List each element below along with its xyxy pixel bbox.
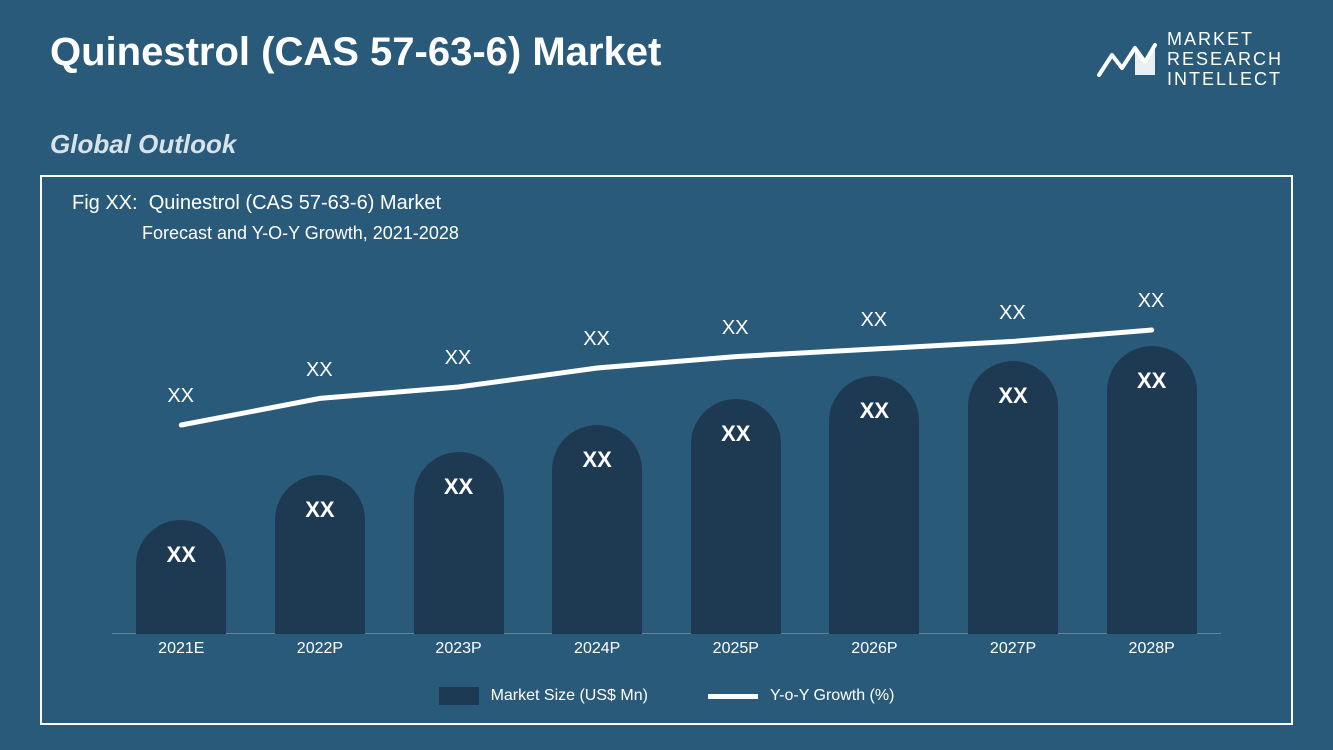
x-axis-label: 2028P	[1107, 628, 1197, 658]
legend-item-bar: Market Size (US$ Mn)	[439, 687, 648, 705]
line-point-label: XX	[445, 347, 472, 370]
section-subtitle: Global Outlook	[0, 89, 1333, 175]
figure-label: Fig XX: Quinestrol (CAS 57-63-6) Market	[72, 192, 1261, 215]
line-point-label: XX	[722, 317, 749, 340]
legend-line-label: Y-o-Y Growth (%)	[770, 687, 894, 705]
legend-swatch-bar	[439, 687, 479, 705]
line-point-label: XX	[860, 309, 887, 332]
line-point-label: XX	[1138, 290, 1165, 313]
brand-logo: MARKET RESEARCH INTELLECT	[1097, 30, 1283, 89]
line-point-label: XX	[167, 385, 194, 408]
fig-number: Fig XX:	[72, 192, 138, 214]
line-point-label: XX	[583, 328, 610, 351]
logo-line2: RESEARCH	[1167, 50, 1283, 70]
header: Quinestrol (CAS 57-63-6) Market MARKET R…	[0, 0, 1333, 89]
fig-title: Quinestrol (CAS 57-63-6) Market	[149, 192, 441, 214]
x-axis-label: 2022P	[275, 628, 365, 658]
legend-item-line: Y-o-Y Growth (%)	[708, 687, 894, 705]
legend-swatch-line	[708, 694, 758, 699]
x-axis-label: 2021E	[136, 628, 226, 658]
logo-line1: MARKET	[1167, 30, 1283, 50]
x-axis-label: 2023P	[414, 628, 504, 658]
logo-line3: INTELLECT	[1167, 70, 1283, 90]
legend-bar-label: Market Size (US$ Mn)	[491, 687, 648, 705]
chart-container: Fig XX: Quinestrol (CAS 57-63-6) Market …	[40, 175, 1293, 725]
logo-icon	[1097, 40, 1157, 80]
line-point-label: XX	[999, 302, 1026, 325]
x-axis-label: 2025P	[691, 628, 781, 658]
x-axis-label: 2027P	[968, 628, 1058, 658]
line-labels-layer: XX XX XX XX XX XX XX XX	[72, 254, 1261, 634]
x-axis-label: 2024P	[552, 628, 642, 658]
line-point-label: XX	[306, 359, 333, 382]
page-title: Quinestrol (CAS 57-63-6) Market	[50, 30, 661, 75]
x-axis-labels: 2021E 2022P 2023P 2024P 2025P 2026P 2027P 2028P	[72, 628, 1261, 658]
x-axis-label: 2026P	[829, 628, 919, 658]
chart-plot-area: XX XX XX XX XX XX XX XX XX XX XX XX XX XX XX XX	[72, 254, 1261, 634]
legend: Market Size (US$ Mn) Y-o-Y Growth (%)	[42, 687, 1291, 705]
logo-text: MARKET RESEARCH INTELLECT	[1167, 30, 1283, 89]
figure-subtitle: Forecast and Y-O-Y Growth, 2021-2028	[142, 223, 1261, 244]
